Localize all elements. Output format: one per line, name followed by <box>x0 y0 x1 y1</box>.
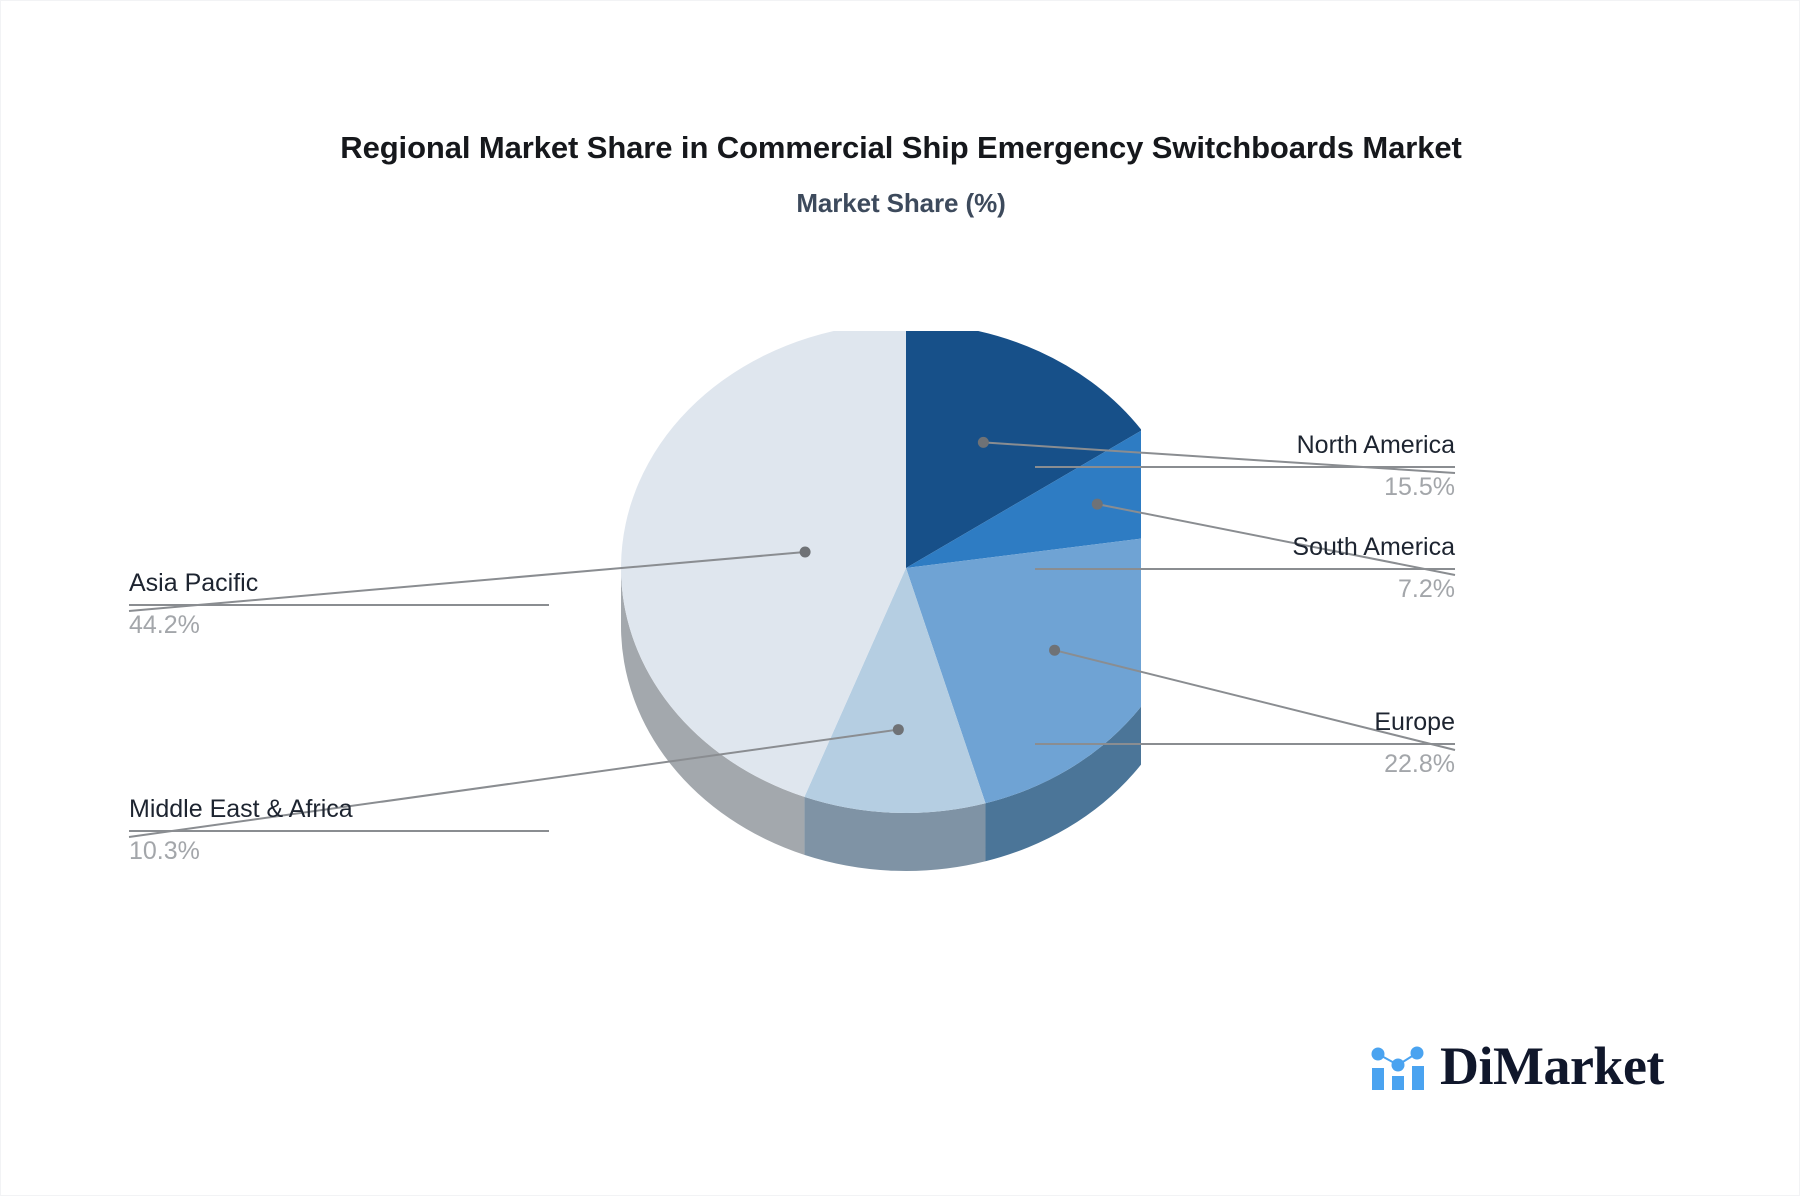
callout-label-europe: Europe <box>1374 708 1455 736</box>
chart-subtitle: Market Share (%) <box>796 188 1006 219</box>
callout-value-north-america: 15.5% <box>1384 472 1455 501</box>
callout-value-south-america: 7.2% <box>1398 574 1455 603</box>
callout-label-asia-pacific: Asia Pacific <box>129 569 259 597</box>
title-block: Regional Market Share in Commercial Ship… <box>1 129 1799 219</box>
callout-rule-south-america <box>1035 567 1455 570</box>
callout-value-middle-east-africa: 10.3% <box>129 836 200 865</box>
bar-chart-icon <box>1371 1046 1424 1090</box>
pie-chart <box>561 331 1141 981</box>
brand-logo: DiMarket <box>1369 1039 1664 1093</box>
callout-middle-east-africa: Middle East & Africa 10.3% <box>129 795 549 866</box>
callout-value-europe: 22.8% <box>1384 749 1455 778</box>
page-title: Regional Market Share in Commercial Ship… <box>340 130 1462 165</box>
pie-side-wall <box>985 706 1141 862</box>
callout-rule-north-america <box>1035 465 1455 468</box>
callout-rule-europe <box>1035 742 1455 745</box>
callout-value-asia-pacific: 44.2% <box>129 610 200 639</box>
callout-rule-asia-pacific <box>129 603 549 606</box>
callout-label-south-america: South America <box>1292 533 1455 561</box>
brand-name: DiMarket <box>1440 1036 1664 1096</box>
pie-chart-svg <box>621 331 1141 871</box>
callout-south-america: South America 7.2% <box>1035 533 1455 604</box>
callout-rule-middle-east-africa <box>129 829 549 832</box>
callout-label-middle-east-africa: Middle East & Africa <box>129 795 353 823</box>
callout-asia-pacific: Asia Pacific 44.2% <box>129 569 549 640</box>
callout-europe: Europe 22.8% <box>1035 708 1455 779</box>
callout-north-america: North America 15.5% <box>1035 431 1455 502</box>
callout-label-north-america: North America <box>1296 431 1455 459</box>
